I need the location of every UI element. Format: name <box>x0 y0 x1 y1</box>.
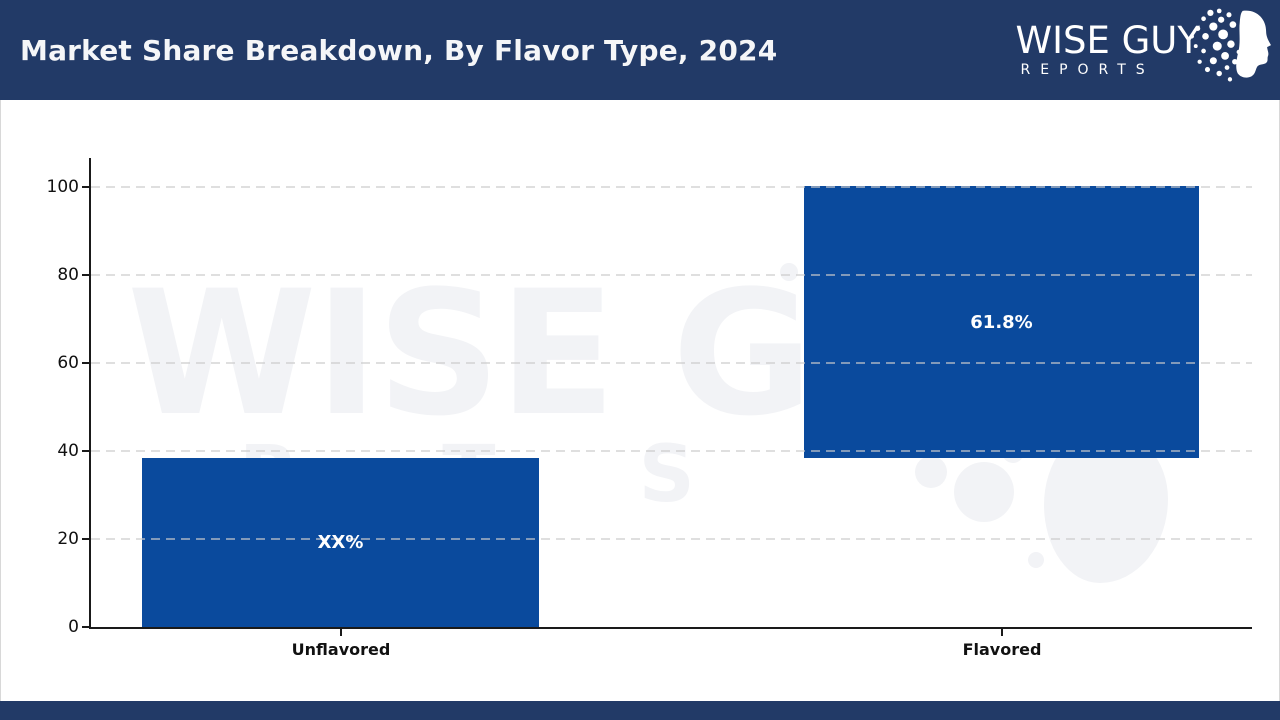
bar-flavored <box>804 186 1199 458</box>
x-category-label-flavored: Flavored <box>962 640 1042 659</box>
gridline-80 <box>91 274 1252 276</box>
y-tick-label: 100 <box>46 177 79 197</box>
watermark-dot <box>1028 552 1044 568</box>
y-tick <box>82 538 89 540</box>
y-tick-label: 0 <box>68 617 79 637</box>
bar-label-flavored: 61.8% <box>970 311 1033 333</box>
y-tick <box>82 450 89 452</box>
logo-reports-label: REPORTS <box>1020 62 1155 78</box>
y-tick-label: 60 <box>57 353 79 373</box>
gridline-60 <box>91 362 1252 364</box>
chart-title: Market Share Breakdown, By Flavor Type, … <box>20 33 778 67</box>
watermark-dot <box>954 462 1014 522</box>
gridline-20 <box>91 538 1252 540</box>
logo-wise-guy-label: WISE GUY <box>1015 19 1200 62</box>
y-tick <box>82 626 89 628</box>
x-tick <box>1001 629 1003 636</box>
wiseguy-logo-text: WISE GUY REPORTS <box>1015 19 1200 79</box>
wiseguy-face-icon <box>1189 8 1271 82</box>
header-bar: Market Share Breakdown, By Flavor Type, … <box>0 0 1280 100</box>
y-tick-label: 80 <box>57 265 79 285</box>
x-tick <box>340 629 342 636</box>
y-tick <box>82 186 89 188</box>
y-tick <box>82 274 89 276</box>
plot-area: WISE GUY R T S 100 80 60 40 20 0 <box>0 100 1280 701</box>
x-category-label-unflavored: Unflavored <box>291 640 391 659</box>
bar-label-unflavored: XX% <box>317 532 364 553</box>
x-axis-line <box>89 627 1252 629</box>
footer-bar <box>0 701 1280 720</box>
bar-unflavored <box>142 458 539 627</box>
y-axis-line <box>89 158 91 629</box>
watermark-dot <box>915 456 947 488</box>
y-tick-label: 40 <box>57 441 79 461</box>
watermark-dot <box>780 263 798 281</box>
wiseguy-logo: WISE GUY REPORTS <box>1016 0 1272 100</box>
gridline-100 <box>91 186 1252 188</box>
gridline-40 <box>91 450 1252 452</box>
y-tick-label: 20 <box>57 529 79 549</box>
y-tick <box>82 362 89 364</box>
